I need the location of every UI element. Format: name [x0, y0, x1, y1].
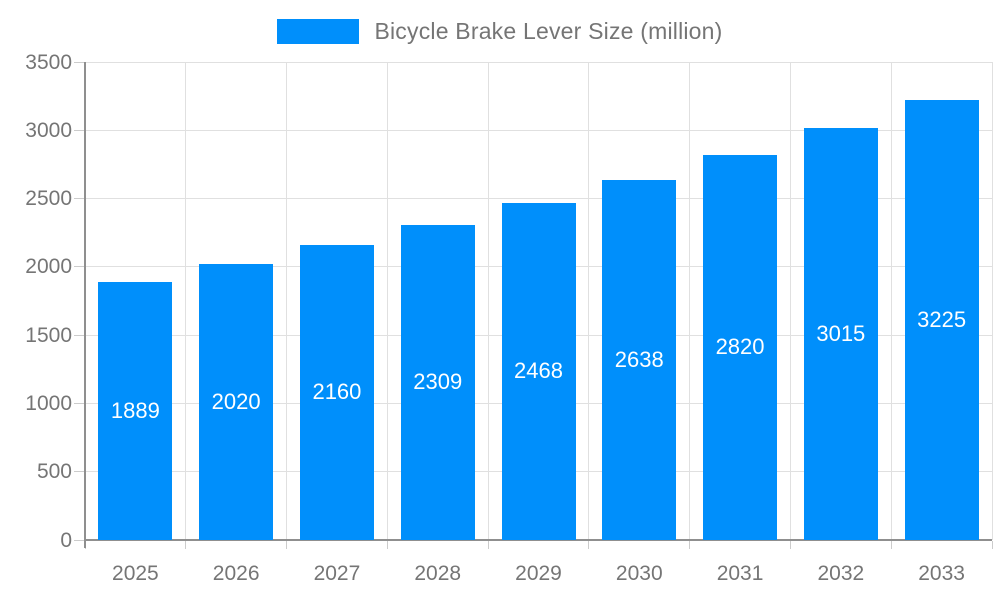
y-axis-label: 0 [60, 528, 72, 552]
x-axis-tick [991, 541, 993, 549]
bar-2033[interactable]: 3225 [904, 99, 979, 540]
bar-2028[interactable]: 2309 [400, 224, 475, 540]
bar-2031[interactable]: 2820 [703, 154, 778, 540]
bar-2030[interactable]: 2638 [602, 179, 677, 540]
y-axis-line [84, 62, 86, 548]
x-axis-label: 2025 [112, 562, 159, 585]
y-axis-label: 3000 [25, 118, 72, 142]
bar-2025[interactable]: 1889 [98, 282, 173, 540]
y-axis-tick [74, 266, 85, 268]
x-gridline [286, 62, 288, 540]
x-axis-tick [185, 541, 187, 549]
y-axis-tick [74, 129, 85, 131]
x-axis-tick [386, 541, 388, 549]
x-axis-tick [487, 541, 489, 549]
y-axis-tick [74, 402, 85, 404]
bar-value-label: 2820 [715, 334, 765, 360]
x-gridline [689, 62, 691, 540]
x-gridline [890, 62, 892, 540]
y-axis-label: 2500 [25, 187, 72, 211]
y-gridline [85, 198, 992, 200]
y-axis-tick [74, 539, 85, 541]
x-axis-tick [689, 541, 691, 549]
y-axis-label: 1500 [25, 323, 72, 347]
x-axis-label: 2031 [716, 562, 764, 585]
y-axis-tick [74, 334, 85, 336]
legend-swatch[interactable] [277, 19, 360, 44]
x-gridline [789, 62, 791, 540]
x-axis-label: 2028 [414, 562, 462, 585]
x-axis-tick [286, 541, 288, 549]
y-axis-label: 2000 [25, 255, 72, 279]
y-axis-tick [74, 61, 85, 63]
bar-2032[interactable]: 3015 [803, 128, 878, 540]
x-axis-label: 2033 [918, 562, 965, 585]
bar-value-label: 1889 [110, 398, 160, 423]
y-axis-tick [74, 198, 85, 200]
x-axis-label: 2032 [817, 562, 865, 585]
legend-label[interactable]: Bicycle Brake Lever Size (million) [374, 18, 723, 44]
y-axis-label: 1000 [25, 391, 72, 415]
y-axis-label: 500 [36, 460, 72, 484]
bar-2029[interactable]: 2468 [501, 202, 576, 540]
bar-2026[interactable]: 2020 [199, 264, 274, 540]
x-axis-tick [789, 541, 791, 549]
bar-value-label: 2020 [211, 389, 261, 415]
x-axis-line [85, 539, 992, 541]
bar-value-label: 2468 [514, 358, 563, 384]
bar-value-label: 2309 [413, 369, 463, 395]
x-gridline [991, 62, 993, 540]
y-axis-label: 3500 [25, 50, 72, 74]
bar-value-label: 2638 [614, 346, 664, 372]
legend[interactable]: Bicycle Brake Lever Size (million) [0, 18, 1000, 45]
bar-2027[interactable]: 2160 [299, 245, 374, 540]
x-axis-tick [890, 541, 892, 549]
x-gridline [588, 62, 590, 540]
x-gridline [386, 62, 388, 540]
x-gridline [487, 62, 489, 540]
x-axis-label: 2026 [212, 562, 260, 585]
x-gridline [185, 62, 187, 540]
bar-value-label: 3015 [816, 321, 866, 347]
x-axis-label: 2027 [313, 562, 361, 585]
x-axis-label: 2029 [515, 562, 562, 585]
x-axis-tick [588, 541, 590, 549]
y-gridline [85, 129, 992, 131]
y-gridline [85, 61, 992, 63]
bar-value-label: 2160 [312, 379, 362, 405]
bar-value-label: 3225 [917, 306, 967, 332]
x-axis-label: 2030 [615, 562, 663, 585]
y-axis-tick [74, 471, 85, 473]
